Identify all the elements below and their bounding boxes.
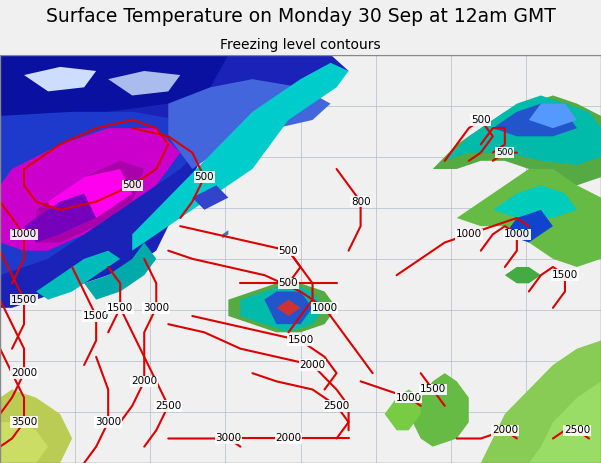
- Text: 1500: 1500: [107, 303, 133, 313]
- Text: 1000: 1000: [456, 229, 482, 239]
- Polygon shape: [0, 55, 228, 116]
- Text: 500: 500: [471, 115, 490, 125]
- Polygon shape: [0, 389, 72, 463]
- Polygon shape: [36, 161, 144, 243]
- Text: 1000: 1000: [395, 393, 422, 403]
- Text: 3000: 3000: [215, 433, 242, 444]
- Polygon shape: [493, 104, 577, 136]
- Text: Surface Temperature on Monday 30 Sep at 12am GMT: Surface Temperature on Monday 30 Sep at …: [46, 7, 555, 26]
- Text: 1000: 1000: [311, 303, 338, 313]
- Polygon shape: [24, 194, 96, 243]
- Polygon shape: [445, 95, 601, 165]
- Polygon shape: [36, 250, 120, 300]
- Text: 2500: 2500: [155, 401, 182, 411]
- Polygon shape: [264, 292, 313, 324]
- Polygon shape: [276, 300, 300, 316]
- Text: 2000: 2000: [492, 425, 518, 435]
- Polygon shape: [84, 243, 156, 300]
- Polygon shape: [505, 267, 541, 283]
- Polygon shape: [481, 340, 601, 463]
- Polygon shape: [505, 210, 553, 243]
- Text: 2000: 2000: [275, 433, 302, 444]
- Polygon shape: [108, 71, 180, 95]
- Polygon shape: [409, 373, 469, 447]
- Polygon shape: [192, 185, 228, 210]
- Text: 2000: 2000: [11, 368, 37, 378]
- Text: 2000: 2000: [299, 360, 326, 370]
- Text: 2000: 2000: [131, 376, 157, 386]
- Polygon shape: [168, 79, 331, 169]
- Polygon shape: [0, 112, 204, 275]
- Text: 500: 500: [496, 148, 513, 157]
- Text: 1500: 1500: [552, 270, 578, 280]
- Polygon shape: [228, 283, 337, 332]
- Text: 2500: 2500: [323, 401, 350, 411]
- Text: 1500: 1500: [11, 294, 37, 305]
- Text: 1500: 1500: [83, 311, 109, 321]
- Polygon shape: [24, 67, 96, 91]
- Text: 3000: 3000: [143, 303, 169, 313]
- Polygon shape: [0, 55, 349, 308]
- Text: 500: 500: [123, 180, 142, 190]
- Text: 500: 500: [279, 278, 298, 288]
- Text: 1000: 1000: [504, 229, 530, 239]
- Polygon shape: [529, 382, 601, 463]
- Text: Freezing level contours: Freezing level contours: [220, 38, 381, 52]
- Polygon shape: [457, 169, 601, 267]
- Text: 500: 500: [279, 246, 298, 256]
- Text: 3500: 3500: [11, 417, 37, 427]
- Text: 3000: 3000: [95, 417, 121, 427]
- Text: 1000: 1000: [11, 229, 37, 239]
- Polygon shape: [385, 389, 421, 430]
- Text: 1500: 1500: [419, 384, 446, 394]
- Polygon shape: [132, 63, 349, 250]
- Polygon shape: [0, 128, 180, 250]
- Polygon shape: [493, 185, 577, 218]
- Text: 500: 500: [195, 172, 214, 182]
- Polygon shape: [433, 95, 601, 185]
- Text: 1500: 1500: [287, 336, 314, 345]
- Text: 2500: 2500: [564, 425, 590, 435]
- Text: 800: 800: [351, 197, 370, 206]
- Polygon shape: [529, 104, 577, 128]
- Polygon shape: [48, 169, 132, 234]
- Polygon shape: [240, 283, 325, 332]
- Polygon shape: [0, 422, 48, 463]
- Polygon shape: [222, 230, 228, 238]
